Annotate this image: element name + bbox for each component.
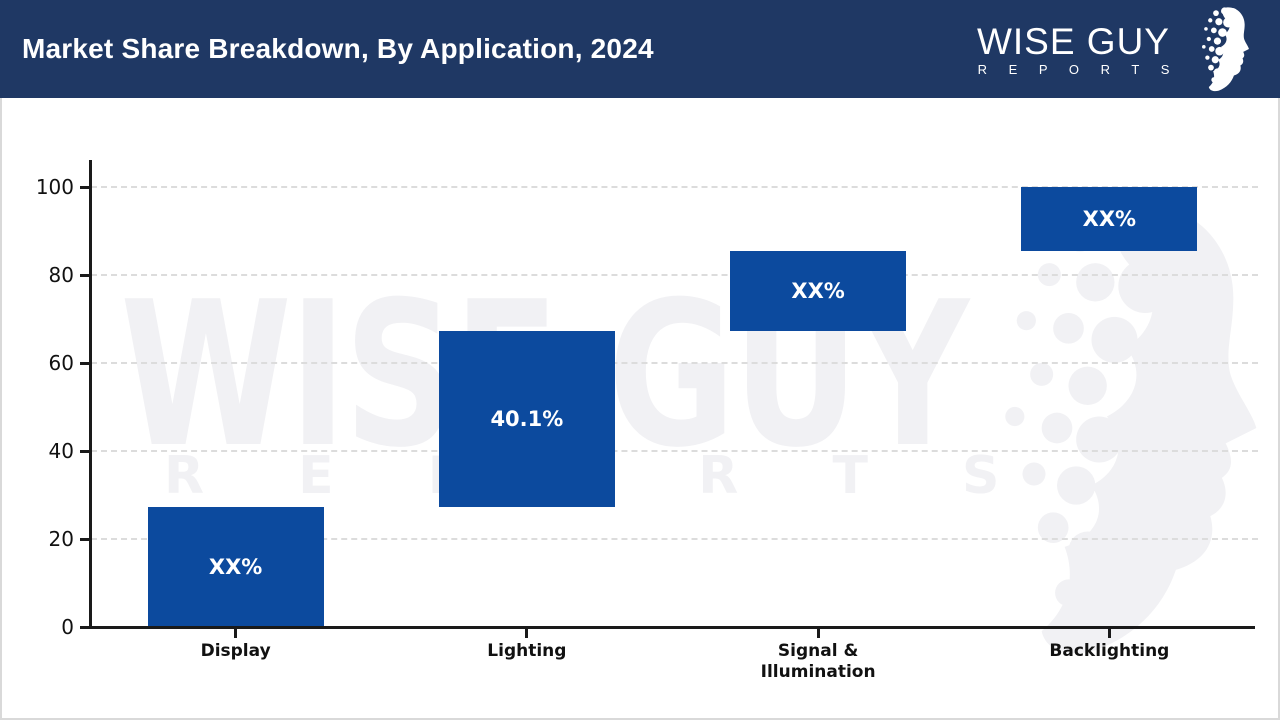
page-title: Market Share Breakdown, By Application, … — [22, 33, 654, 64]
y-tick — [80, 186, 90, 189]
bar-segment: XX% — [147, 507, 324, 627]
x-axis-label: Backlighting — [1049, 641, 1170, 661]
gridline — [91, 450, 1258, 452]
y-tick-label: 0 — [61, 615, 74, 639]
brand-wordmark: WISE GUY R E P O R T S — [977, 23, 1170, 76]
watermark-head-icon — [1005, 205, 1257, 654]
x-axis-line — [88, 626, 1255, 629]
x-tick — [234, 629, 238, 638]
bar-segment: XX% — [1021, 187, 1198, 251]
y-tick-label: 40 — [48, 439, 74, 463]
header-bar: Market Share Breakdown, By Application, … — [0, 0, 1280, 98]
bar-value-label: XX% — [208, 555, 263, 580]
y-tick-label: 100 — [35, 175, 74, 199]
y-tick — [80, 538, 90, 541]
x-tick — [525, 629, 529, 638]
y-tick-label: 20 — [48, 527, 74, 551]
x-axis-label: Display — [200, 641, 271, 661]
brand-logo: WISE GUY R E P O R T S — [977, 6, 1256, 92]
y-tick-label: 80 — [48, 263, 74, 287]
y-axis-line — [89, 160, 92, 629]
y-tick — [80, 362, 90, 365]
bar-value-label: XX% — [1082, 206, 1137, 231]
y-tick — [80, 626, 90, 629]
y-tick — [80, 450, 90, 453]
x-tick — [1107, 629, 1111, 638]
gridline — [91, 186, 1258, 188]
brand-name: WISE GUY — [976, 20, 1170, 62]
x-axis-label: Signal & Illumination — [760, 641, 876, 683]
brand-subtitle: R E P O R T S — [977, 61, 1179, 77]
wise-guy-head-icon — [1202, 7, 1249, 92]
bar-segment: XX% — [730, 250, 907, 331]
bar-segment: 40.1% — [438, 330, 615, 508]
gridline — [91, 362, 1258, 364]
x-tick — [816, 629, 820, 638]
bar-value-label: 40.1% — [490, 407, 564, 432]
x-axis-label: Lighting — [487, 641, 567, 661]
y-tick — [80, 274, 90, 277]
gridline — [91, 274, 1258, 276]
bar-value-label: XX% — [791, 278, 845, 303]
y-tick-label: 60 — [48, 351, 74, 375]
gridline — [91, 538, 1258, 540]
